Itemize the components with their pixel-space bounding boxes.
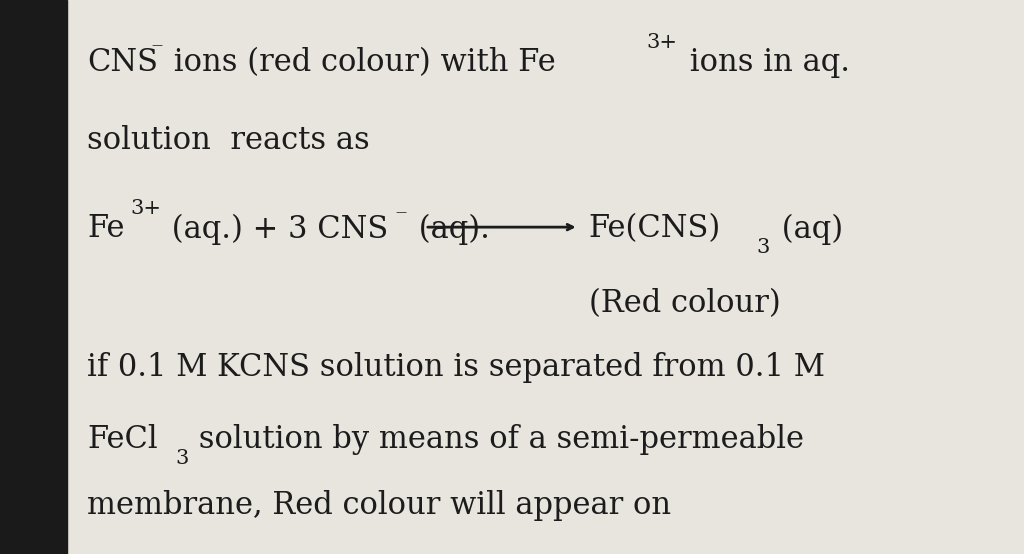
Text: 3: 3 (175, 449, 188, 468)
Text: CNS: CNS (87, 47, 158, 78)
Text: (aq): (aq) (772, 213, 843, 244)
Text: FeCl: FeCl (87, 424, 158, 455)
Text: (aq.) + 3 CNS: (aq.) + 3 CNS (162, 213, 388, 244)
Text: solution by means of a semi-permeable: solution by means of a semi-permeable (189, 424, 805, 455)
Text: Fe: Fe (87, 213, 125, 244)
Text: if 0.1 M KCNS solution is separated from 0.1 M: if 0.1 M KCNS solution is separated from… (87, 352, 825, 383)
Text: membrane, Red colour will appear on: membrane, Red colour will appear on (87, 490, 671, 521)
Text: (Red colour): (Red colour) (589, 288, 780, 319)
Text: ions in aq.: ions in aq. (680, 47, 850, 78)
Text: ⁻: ⁻ (394, 207, 408, 230)
Text: 3+: 3+ (130, 199, 161, 218)
Text: 3+: 3+ (646, 33, 677, 52)
Text: ions (red colour) with Fe: ions (red colour) with Fe (164, 47, 556, 78)
Text: solution  reacts as: solution reacts as (87, 125, 370, 156)
Text: ⁻: ⁻ (151, 40, 164, 64)
Text: 3: 3 (757, 238, 770, 257)
Bar (0, 0, 67, 554)
Text: Fe(CNS): Fe(CNS) (589, 213, 721, 244)
Text: (aq).: (aq). (409, 213, 509, 244)
